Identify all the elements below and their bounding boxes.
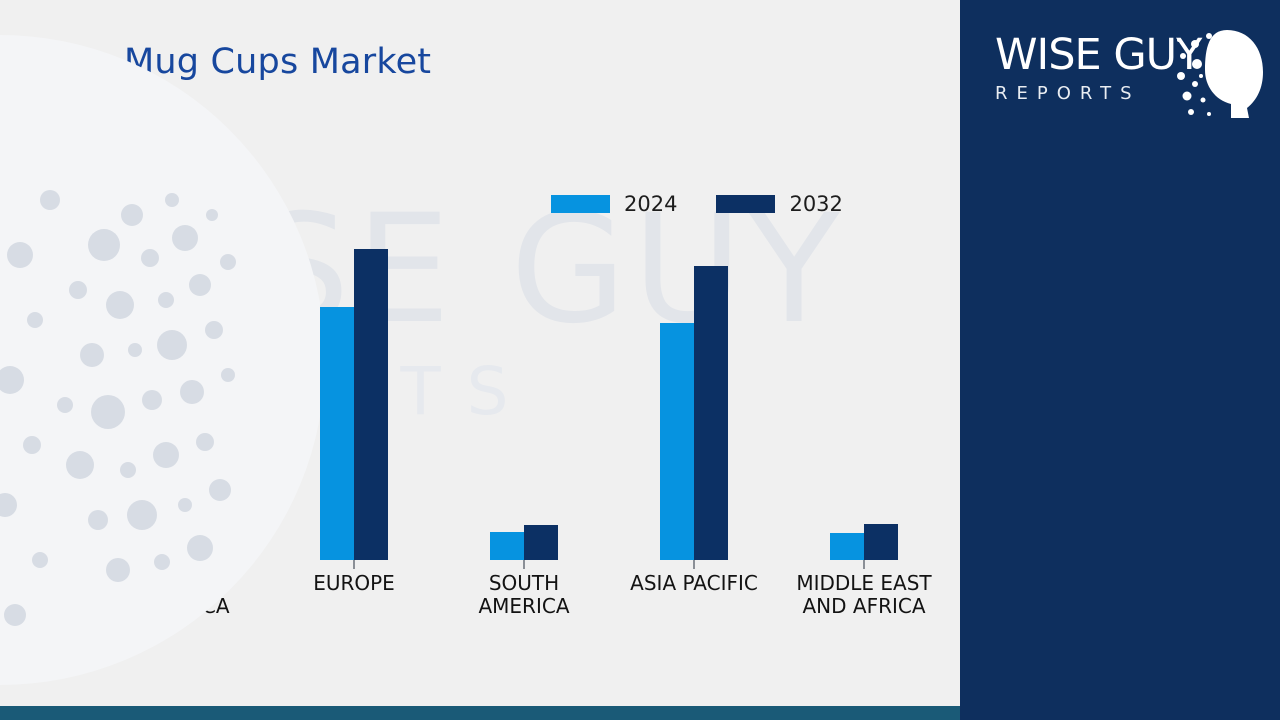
bar-group — [490, 525, 558, 560]
legend-swatch-2024 — [551, 195, 610, 213]
category-label-2: SOUTH AMERICA — [478, 571, 570, 619]
bar-value-label: 4.72 — [124, 300, 166, 320]
bar-2024-1[interactable] — [320, 307, 354, 560]
logo-head-dots-icon — [1175, 26, 1267, 126]
y-axis-label: Market Size in USD Billion — [63, 249, 87, 519]
legend-item-2024[interactable]: 2024 — [551, 192, 677, 216]
category-label-1: EUROPE — [313, 571, 395, 595]
bar-2032-2[interactable] — [524, 525, 558, 560]
legend-swatch-2032 — [716, 195, 776, 213]
axis-tick — [693, 560, 695, 569]
category-label-3: ASIA PACIFIC — [630, 571, 758, 595]
brand-panel — [960, 0, 1280, 720]
plot-area: NORTH AMERICA EUROPE SOUTH AMERICA ASIA PAC… — [100, 180, 940, 618]
bar-2024-0[interactable] — [150, 324, 184, 560]
bar-group — [830, 524, 898, 560]
axis-tick — [183, 560, 185, 569]
bar-2032-4[interactable] — [864, 524, 898, 560]
bar-group — [320, 249, 388, 560]
axis-tick — [863, 560, 865, 569]
logo-tagline: REPORTS — [995, 83, 1141, 104]
category-label-0: NORTH AMERICA — [138, 571, 230, 619]
legend-label-2032: 2032 — [789, 192, 843, 216]
brand-logo: WISE GUY REPORTS — [995, 34, 1225, 120]
axis-tick — [523, 560, 525, 569]
bar-2032-3[interactable] — [694, 266, 728, 560]
chart-panel: WISE GUY REPORTS Mug Cups Market Market … — [0, 42, 960, 720]
chart-legend: 2024 2032 — [551, 192, 843, 216]
bar-2024-4[interactable] — [830, 532, 864, 560]
bar-2024-3[interactable] — [660, 323, 694, 560]
bar-2032-1[interactable] — [354, 249, 388, 560]
bar-2024-2[interactable] — [490, 531, 524, 560]
legend-label-2024: 2024 — [624, 192, 678, 216]
axis-tick — [353, 560, 355, 569]
bottom-accent-strip — [0, 706, 960, 720]
bar-group — [660, 266, 728, 560]
logo-wordmark: WISE GUY — [995, 30, 1202, 80]
chart-title: Mug Cups Market — [124, 42, 432, 82]
category-label-4: MIDDLE EAST AND AFRICA — [796, 571, 932, 619]
legend-item-2032[interactable]: 2032 — [716, 192, 843, 216]
bar-2032-0[interactable] — [184, 261, 218, 560]
